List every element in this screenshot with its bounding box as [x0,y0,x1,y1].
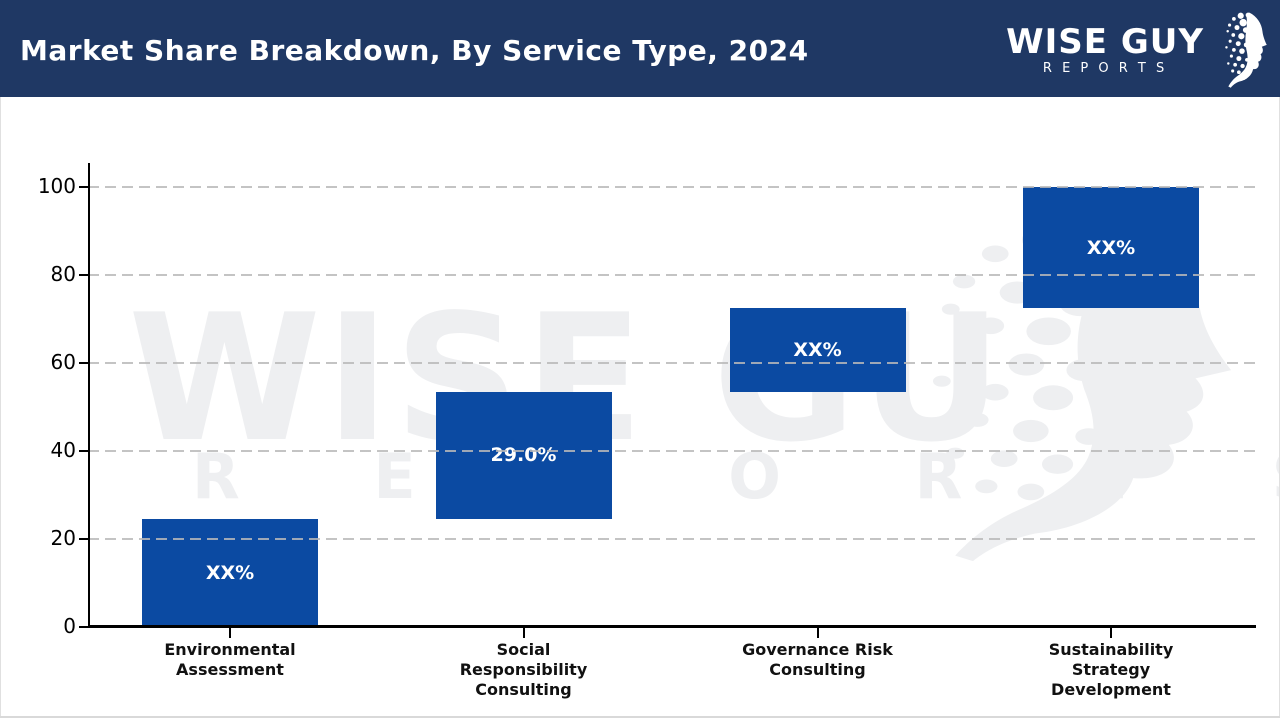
dotted-face-icon [1225,12,1267,88]
y-tick-label: 20 [50,526,76,550]
bar-social-responsibility-consulting: 29.0% [435,391,612,520]
y-tick [79,450,88,452]
bar-value-label: 29.0% [490,444,557,467]
x-axis-label-social-responsibility-consulting: Social Responsibility Consulting [459,640,588,699]
page-left-border [0,97,1,716]
y-tick-label: 0 [63,614,76,638]
x-tick [1110,628,1112,638]
y-tick [79,538,88,540]
gridline-40 [88,450,1256,452]
brand-logo-subtitle: R E P O R T S [1042,61,1168,77]
x-axis-label-sustainability-strategy-development: Sustainability Strategy Development [1048,640,1174,699]
page-bottom-border [0,716,1280,718]
bar-value-label: XX% [1086,236,1136,259]
x-tick [229,628,231,638]
gridline-20 [88,538,1256,540]
gridline-60 [88,362,1256,364]
bar-environmental-assessment: XX% [142,519,318,627]
y-axis-spine [88,163,90,628]
y-tick [79,186,88,188]
x-tick [522,628,525,638]
bar-value-label: XX% [793,338,842,361]
y-tick [79,362,88,364]
y-tick-label: 60 [50,350,76,374]
y-tick-label: 40 [50,438,76,462]
gridline-100 [88,186,1256,188]
x-axis-label-environmental-assessment: Environmental Assessment [164,640,296,679]
bar-value-label: XX% [205,562,255,585]
x-axis-label-governance-risk-consulting: Governance Risk Consulting [742,640,893,679]
y-tick [79,274,88,276]
x-axis-spine [88,625,1256,628]
chart-plot-area: 0 20 40 60 80 100 XX% Environmental Assessment 29… [0,97,1280,720]
y-tick [79,626,88,628]
brand-logo-text: WISE GUY R E P O R T S [1006,21,1204,77]
gridline-80 [88,274,1256,276]
bar-governance-risk-consulting: XX% [729,308,906,392]
page-title: Market Share Breakdown, By Service Type,… [20,34,809,67]
x-tick [816,628,819,638]
y-tick-label: 80 [50,262,76,286]
brand-logo: WISE GUY R E P O R T S [1006,6,1268,94]
brand-logo-wordmark: WISE GUY [1006,21,1204,62]
y-tick-label: 100 [37,174,76,198]
bar-sustainability-strategy-development: XX% [1023,187,1199,308]
header-bar: Market Share Breakdown, By Service Type,… [0,0,1280,97]
